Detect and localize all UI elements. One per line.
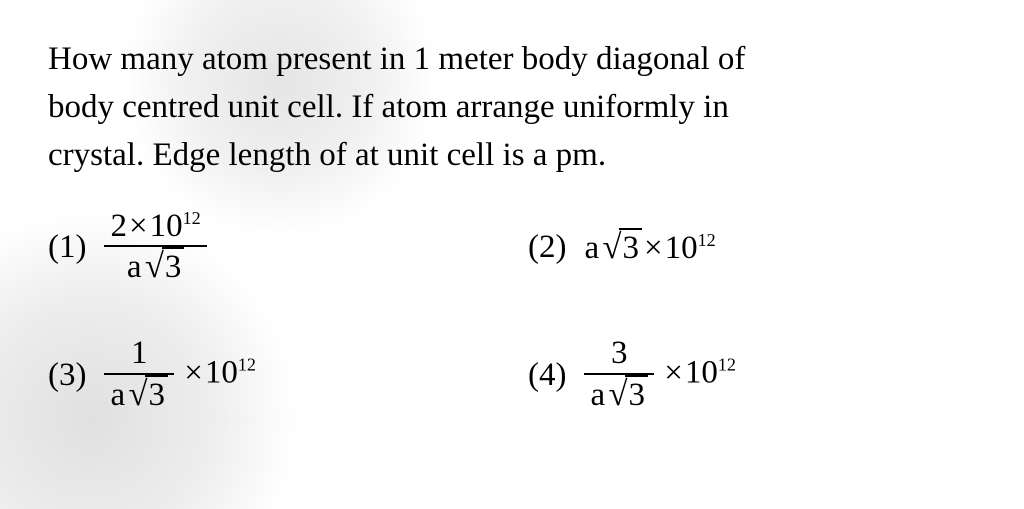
- option-3-den-radicand: 3: [145, 375, 168, 415]
- option-4-den-sqrt: √3: [605, 375, 648, 415]
- option-4-base: 10: [685, 355, 718, 391]
- option-2-exp: 12: [698, 230, 716, 250]
- option-1-num-exp: 12: [183, 208, 201, 228]
- option-2-a: a: [584, 230, 599, 266]
- question-line-3: crystal. Edge length of at unit cell is …: [48, 137, 606, 173]
- option-2-expression: a√3×1012: [584, 228, 715, 267]
- option-2-base: 10: [665, 230, 698, 266]
- option-3-denominator: a√3: [104, 375, 173, 415]
- option-1-denominator: a√3: [104, 247, 206, 287]
- option-4-fraction: 3 a√3: [584, 335, 653, 415]
- options-grid: (1) 2×1012 a√3 (2) a√3×1012 (3): [48, 208, 976, 416]
- option-3-base: 10: [205, 355, 238, 391]
- option-2-times: ×: [642, 230, 665, 266]
- question-line-1: How many atom present in 1 meter body di…: [48, 41, 745, 77]
- option-1-den-a: a: [127, 249, 142, 285]
- option-1-den-sqrt: √3: [142, 247, 185, 287]
- option-2-radicand: 3: [619, 228, 642, 267]
- option-3-fraction: 1 a√3: [104, 335, 173, 415]
- option-1-num-coeff: 2: [110, 208, 127, 244]
- option-4-times: ×: [662, 355, 685, 391]
- option-2-label: (2): [528, 229, 566, 266]
- option-1-den-radicand: 3: [162, 247, 185, 287]
- option-4[interactable]: (4) 3 a√3 ×1012: [528, 335, 976, 415]
- option-1[interactable]: (1) 2×1012 a√3: [48, 208, 496, 288]
- option-4-denominator: a√3: [584, 375, 653, 415]
- option-3-exp: 12: [238, 355, 256, 375]
- option-3-numerator: 1: [104, 335, 173, 375]
- option-4-label: (4): [528, 357, 566, 394]
- option-1-label: (1): [48, 229, 86, 266]
- option-1-expression: 2×1012 a√3: [104, 208, 206, 288]
- question-line-2: body centred unit cell. If atom arrange …: [48, 89, 729, 125]
- option-1-num-times: ×: [127, 208, 150, 244]
- option-3-expression: 1 a√3 ×1012: [104, 335, 255, 415]
- option-2-sqrt: √3: [599, 228, 642, 267]
- option-2[interactable]: (2) a√3×1012: [528, 208, 976, 288]
- question-stem: How many atom present in 1 meter body di…: [48, 36, 976, 180]
- option-4-exp: 12: [718, 355, 736, 375]
- option-1-numerator: 2×1012: [104, 208, 206, 248]
- question-page: How many atom present in 1 meter body di…: [0, 0, 1024, 509]
- option-1-num-base: 10: [150, 208, 183, 244]
- option-3-label: (3): [48, 357, 86, 394]
- option-4-den-a: a: [590, 377, 605, 413]
- option-3-times: ×: [182, 355, 205, 391]
- option-4-numerator: 3: [584, 335, 653, 375]
- option-3-den-a: a: [110, 377, 125, 413]
- option-4-den-radicand: 3: [625, 375, 648, 415]
- option-4-expression: 3 a√3 ×1012: [584, 335, 735, 415]
- option-3[interactable]: (3) 1 a√3 ×1012: [48, 335, 496, 415]
- option-1-fraction: 2×1012 a√3: [104, 208, 206, 288]
- option-3-den-sqrt: √3: [125, 375, 168, 415]
